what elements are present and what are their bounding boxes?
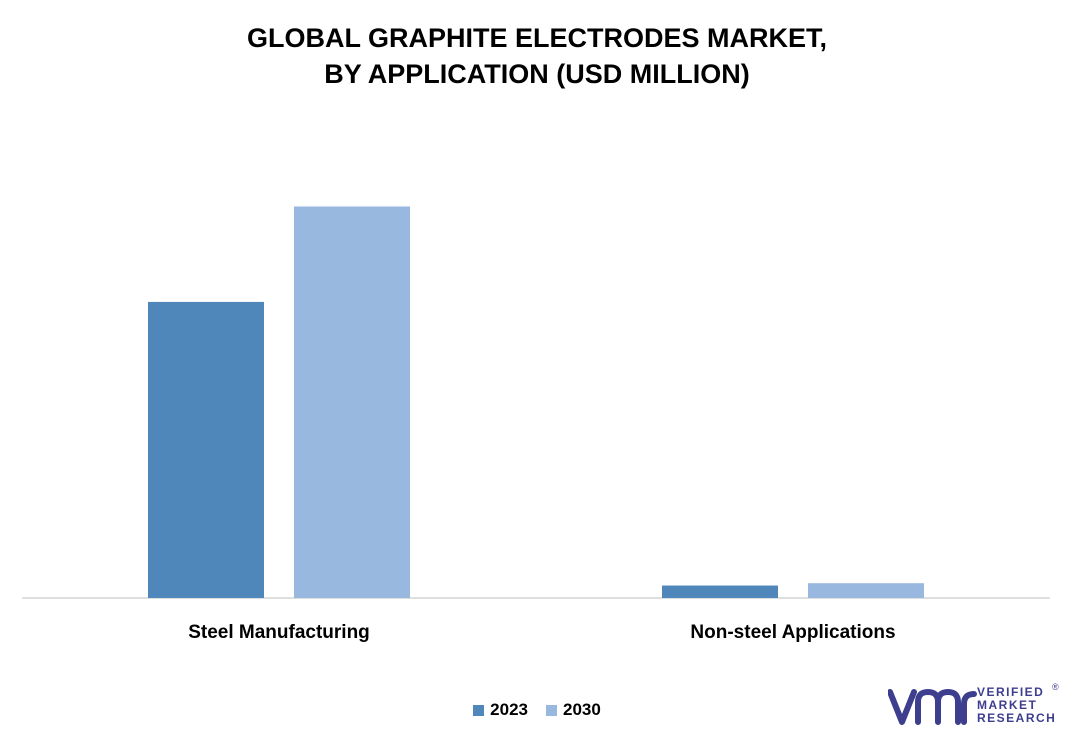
vmr-logo-icon bbox=[888, 688, 977, 725]
legend-label-2030: 2030 bbox=[563, 700, 601, 719]
vmr-logo-text: VERIFIED MARKET RESEARCH bbox=[977, 686, 1056, 725]
bar-2030-1 bbox=[808, 583, 924, 598]
x-tick-label-0: Steel Manufacturing bbox=[188, 622, 370, 643]
chart-title-line-2: BY APPLICATION (USD MILLION) bbox=[324, 59, 750, 89]
chart-title: GLOBAL GRAPHITE ELECTRODES MARKET, BY AP… bbox=[0, 20, 1074, 92]
legend-label-2023: 2023 bbox=[490, 700, 528, 719]
logo-line-2: MARKET bbox=[977, 698, 1038, 712]
legend-swatch-2030 bbox=[546, 704, 557, 716]
legend: 2023 2030 bbox=[0, 700, 1074, 720]
bar-chart: Steel Manufacturing Non-steel Application… bbox=[22, 206, 1050, 643]
registered-mark: ® bbox=[1052, 682, 1059, 692]
legend-item-2030: 2030 bbox=[546, 700, 601, 720]
bar-2023-0 bbox=[148, 301, 264, 598]
logo-line-1: VERIFIED bbox=[977, 685, 1045, 699]
logo-line-3: RESEARCH bbox=[977, 711, 1057, 725]
chart-title-line-1: GLOBAL GRAPHITE ELECTRODES MARKET, bbox=[246, 23, 828, 53]
legend-swatch-2023 bbox=[473, 704, 485, 716]
legend-item-2023: 2023 bbox=[473, 700, 528, 720]
bar-2030-0 bbox=[294, 206, 410, 599]
x-tick-label-1: Non-steel Applications bbox=[690, 622, 895, 643]
bar-2023-1 bbox=[662, 585, 778, 598]
